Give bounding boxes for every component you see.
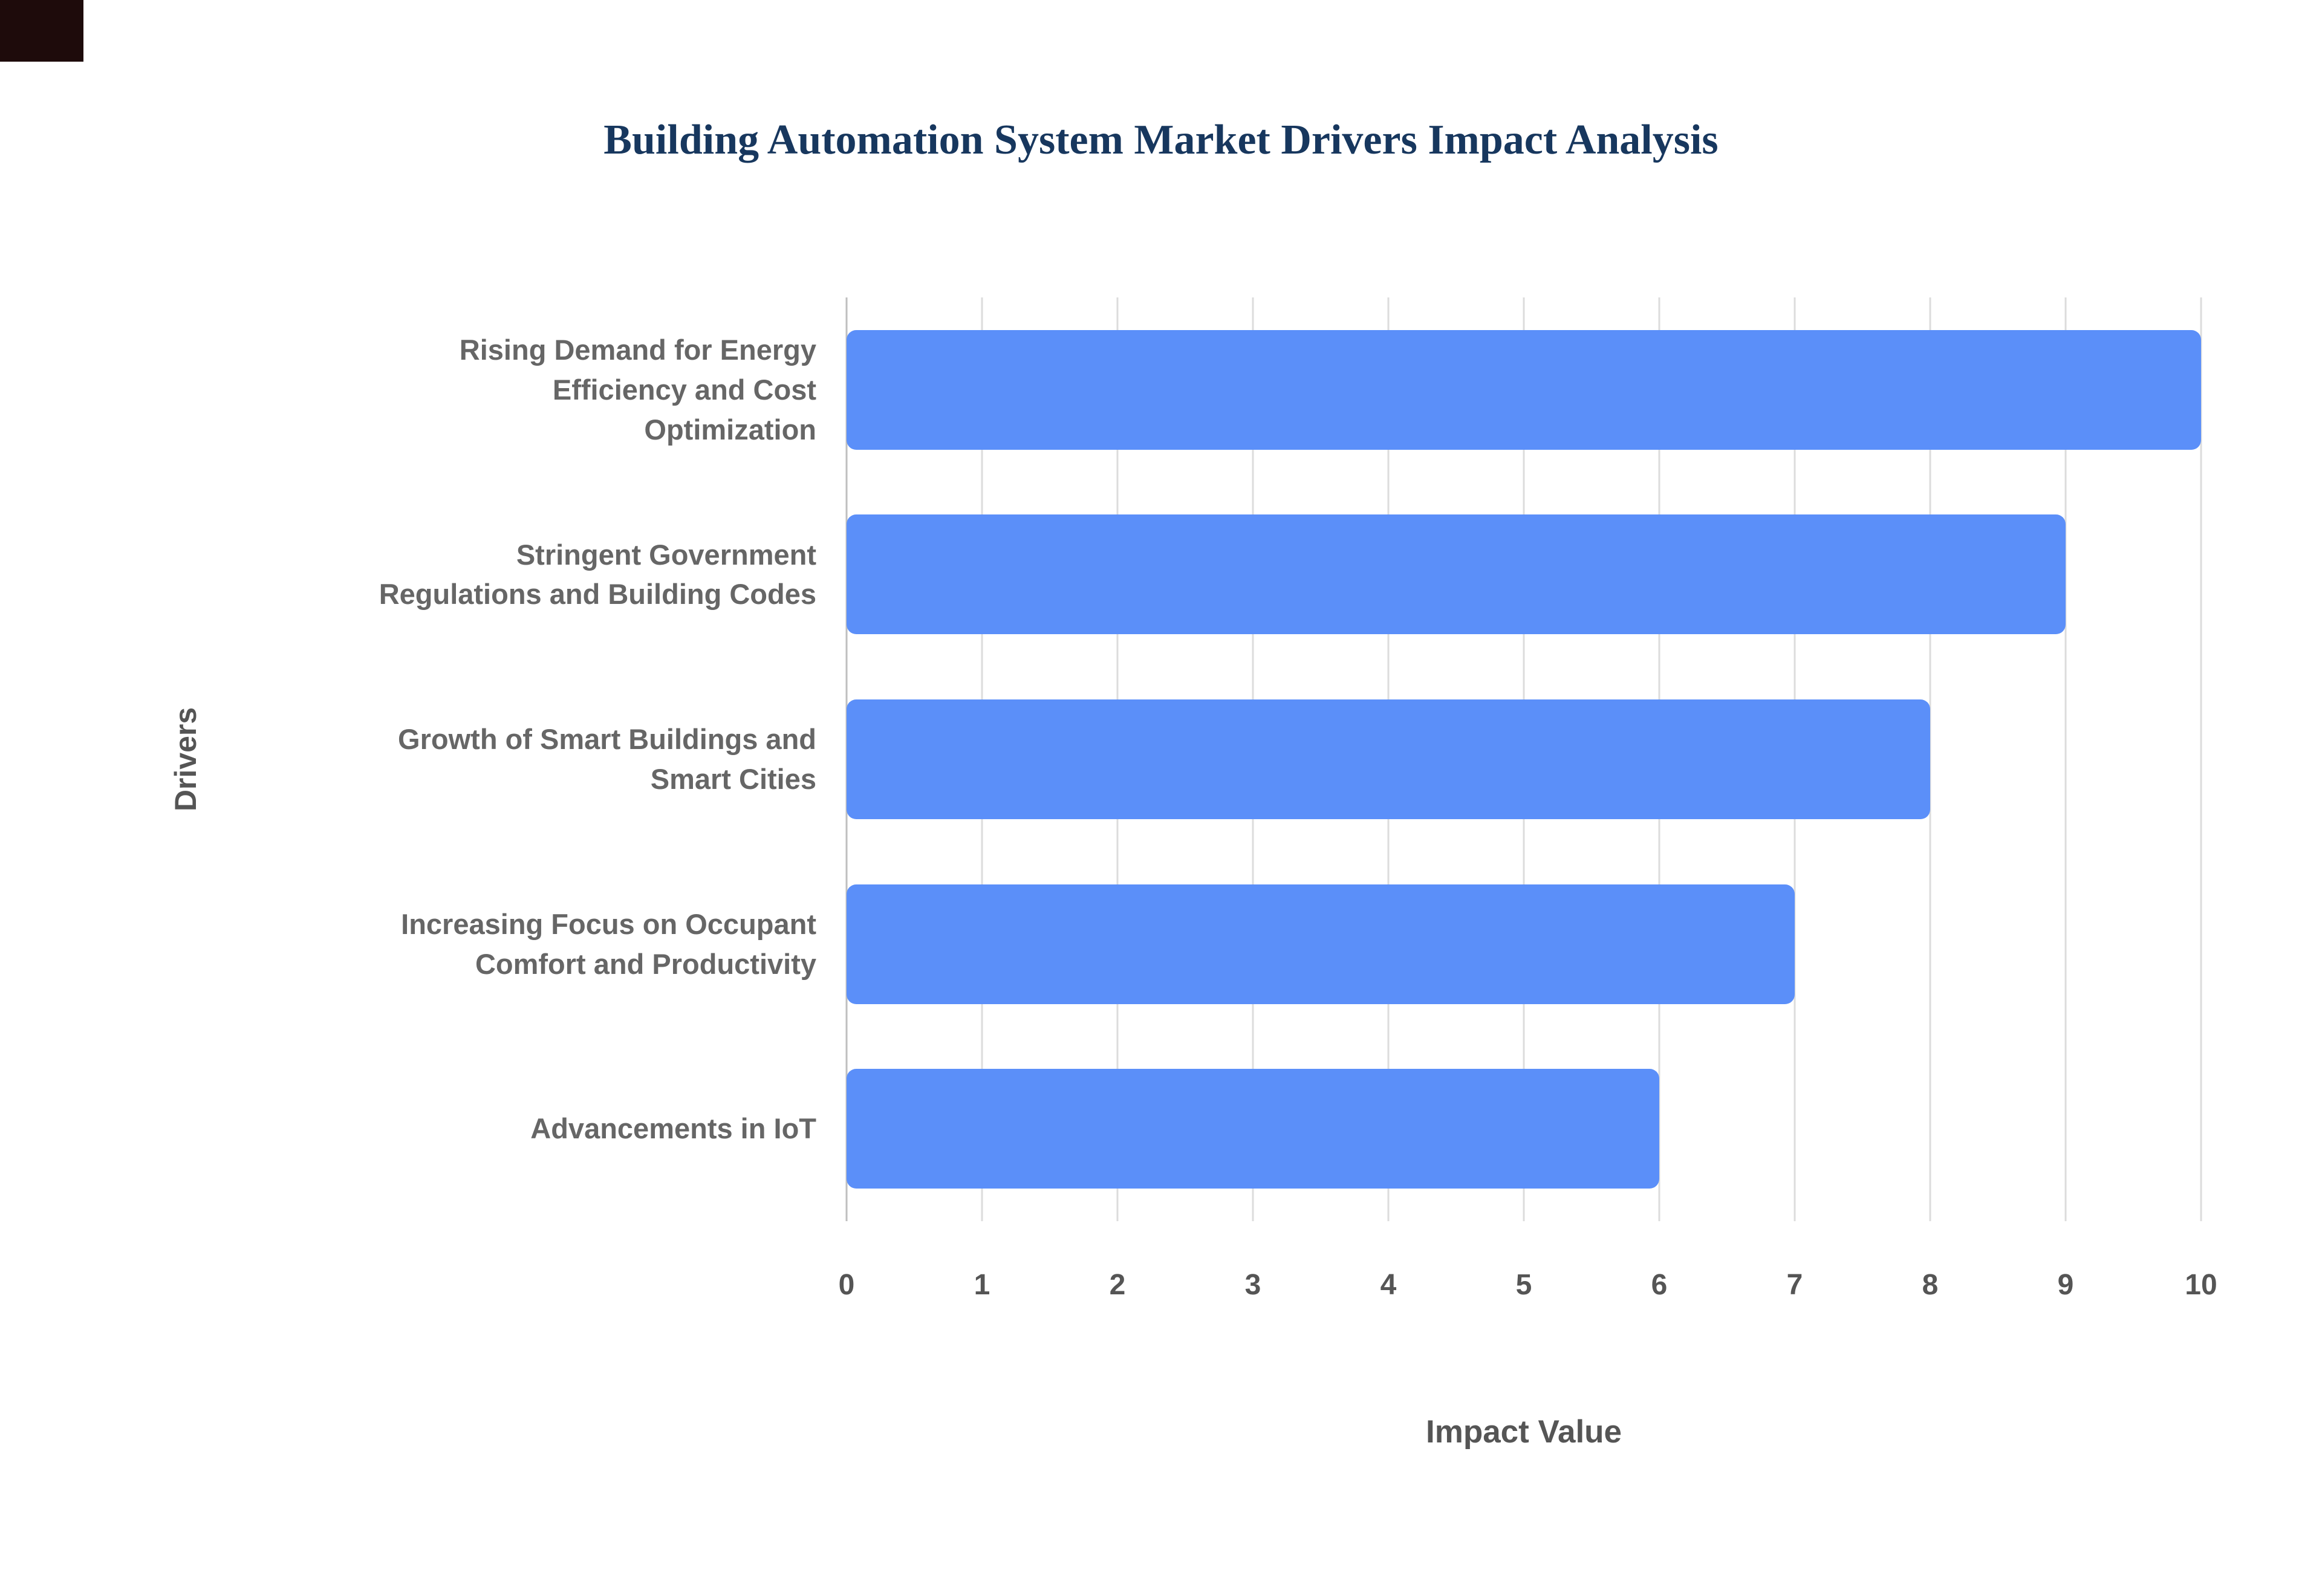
x-tick-label: 8 <box>1922 1269 1939 1301</box>
x-axis-ticks: 0 1 2 3 4 5 6 7 8 9 10 <box>839 1268 2217 1311</box>
category-axis-labels: Rising Demand for Energy Efficiency and … <box>97 297 816 1221</box>
x-tick-label: 7 <box>1786 1269 1803 1301</box>
gridline <box>2200 297 2202 1221</box>
bar-row <box>847 852 2201 1037</box>
x-tick-label: 2 <box>1109 1269 1126 1301</box>
x-tick-label: 3 <box>1244 1269 1261 1301</box>
category-label: Advancements in IoT <box>530 1112 816 1145</box>
corner-artifact <box>0 0 83 62</box>
bar <box>847 699 1930 819</box>
plot-area <box>845 297 2202 1221</box>
x-tick-label: 1 <box>974 1269 990 1301</box>
x-axis-title: Impact Value <box>1425 1414 1622 1450</box>
gridline <box>1929 297 1931 1221</box>
bar-row <box>847 482 2201 667</box>
bar <box>847 514 2066 635</box>
bar-row <box>847 1036 2201 1221</box>
x-tick-label: 6 <box>1651 1269 1668 1301</box>
category-label: Stringent Government Regulations and Bui… <box>379 538 816 611</box>
x-tick-label: 10 <box>2185 1269 2217 1301</box>
category-label: Growth of Smart Buildings and Smart Citi… <box>398 723 816 795</box>
bar <box>847 1069 1659 1189</box>
bar <box>847 884 1795 1004</box>
gridline <box>2064 297 2067 1221</box>
chart-title: Building Automation System Market Driver… <box>603 117 1719 163</box>
bar <box>847 329 2201 450</box>
bar-row <box>847 667 2201 852</box>
category-label: Increasing Focus on Occupant Comfort and… <box>401 907 816 980</box>
category-label: Rising Demand for Energy Efficiency and … <box>459 334 816 446</box>
bars-layer <box>847 297 2201 1221</box>
x-tick-label: 5 <box>1515 1269 1532 1301</box>
x-tick-label: 4 <box>1380 1269 1397 1301</box>
x-tick-label: 0 <box>838 1269 855 1301</box>
x-tick-label: 9 <box>2057 1269 2074 1301</box>
bar-row <box>847 297 2201 482</box>
